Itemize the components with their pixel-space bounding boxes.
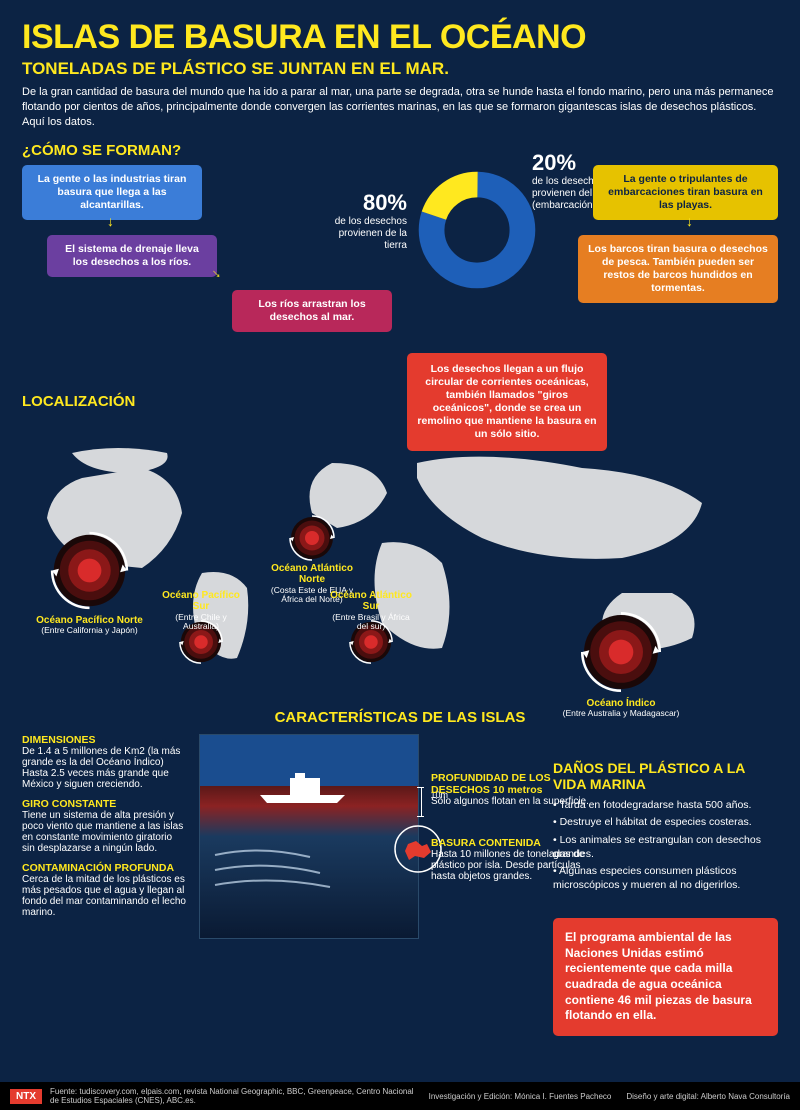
- page-title: ISLAS DE BASURA EN EL OCÉANO: [22, 18, 778, 57]
- cont-title: CONTAMINACIÓN PROFUNDA: [22, 862, 187, 874]
- footer: NTX Fuente: tudiscovery.com, elpais.com,…: [0, 1082, 800, 1110]
- world-map-icon: [22, 418, 782, 698]
- page-subtitle: TONELADAS DE PLÁSTICO SE JUNTAN EN EL MA…: [22, 59, 778, 79]
- ship-icon: [255, 773, 350, 810]
- current-arrows-icon: [210, 845, 350, 895]
- charac-left-col: DIMENSIONESDe 1.4 a 5 millones de Km2 (l…: [22, 734, 187, 939]
- ocean-diagram: 10m: [199, 734, 419, 939]
- box-ships: Los barcos tiran basura o desechos de pe…: [578, 235, 778, 304]
- gyre-label-2: Océano Pacífico Sur(Entre Chile y Austra…: [157, 590, 245, 633]
- right-column: DAÑOS DEL PLÁSTICO A LA VIDA MARINA • Ta…: [553, 760, 778, 1036]
- map-section: LOCALIZACIÓN Los desechos llegan a un fl…: [22, 393, 778, 703]
- footer-research: Investigación y Edición: Mónica I. Fuent…: [429, 1092, 612, 1101]
- dim-title: DIMENSIONES: [22, 734, 187, 746]
- footer-design: Diseño y arte digital: Alberto Nava Cons…: [626, 1092, 790, 1101]
- ntx-logo: NTX: [10, 1089, 42, 1104]
- box-drainage: El sistema de drenaje lleva los desechos…: [47, 235, 217, 277]
- footer-source: Fuente: tudiscovery.com, elpais.com, rev…: [50, 1087, 414, 1105]
- giro-title: GIRO CONSTANTE: [22, 798, 187, 810]
- box-rivers: Los ríos arrastran los desechos al mar.: [232, 290, 392, 332]
- gyre-label-3: Océano Atlántico Sur(Entre Brasil y Áfri…: [327, 590, 415, 633]
- donut-land-label: 80% de los desechos provienen de la tier…: [332, 190, 407, 252]
- arrow-icon: ↓: [107, 213, 114, 229]
- cont-body: Cerca de la mitad de los plásticos es má…: [22, 874, 187, 918]
- gyre-1: [287, 513, 337, 563]
- damage-heading: DAÑOS DEL PLÁSTICO A LA VIDA MARINA: [553, 760, 778, 792]
- damage-item: • Algunas especies consumen plásticos mi…: [553, 864, 778, 892]
- arrow-icon: ↓: [686, 213, 693, 229]
- gyre-4: [577, 608, 665, 696]
- donut-chart: [417, 170, 537, 290]
- damage-item: • Los animales se estrangulan con desech…: [553, 833, 778, 861]
- formation-heading: ¿CÓMO SE FORMAN?: [22, 142, 778, 159]
- gyre-label-0: Océano Pacífico Norte(Entre California y…: [27, 615, 152, 636]
- intro-text: De la gran cantidad de basura del mundo …: [22, 85, 778, 130]
- un-fact-box: El programa ambiental de las Naciones Un…: [553, 918, 778, 1036]
- damage-list: • Tarda en fotodegradarse hasta 500 años…: [553, 798, 778, 892]
- giro-body: Tiene un sistema de alta presión y poco …: [22, 810, 187, 854]
- depth-bracket: [421, 787, 422, 817]
- dim-body: De 1.4 a 5 millones de Km2 (la más grand…: [22, 746, 187, 790]
- localization-heading: LOCALIZACIÓN: [22, 393, 778, 410]
- formation-diagram: La gente o las industrias tiran basura q…: [22, 165, 778, 385]
- charac-heading: CARACTERÍSTICAS DE LAS ISLAS: [22, 709, 778, 726]
- gyre-0: [47, 528, 132, 613]
- damage-item: • Tarda en fotodegradarse hasta 500 años…: [553, 798, 778, 812]
- damage-item: • Destruye el hábitat de especies coster…: [553, 815, 778, 829]
